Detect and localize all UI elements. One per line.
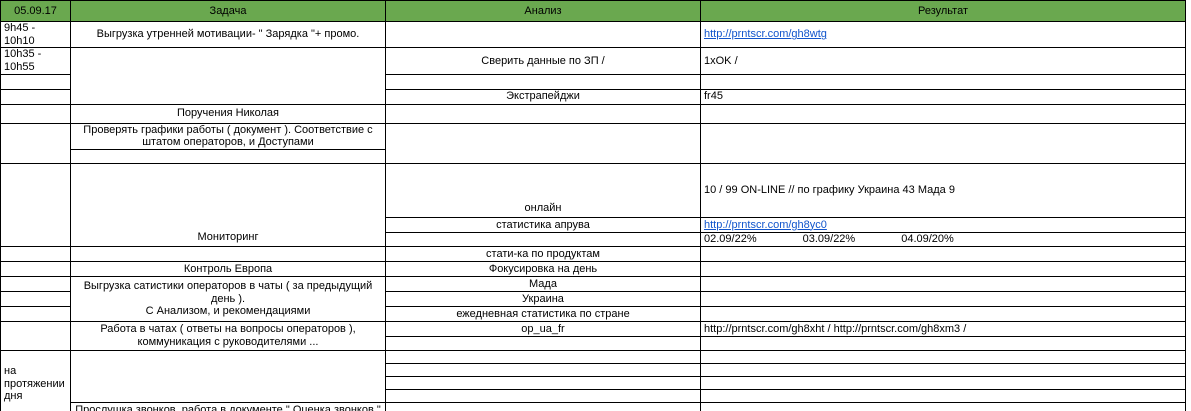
cell-time-block-1[interactable] bbox=[0, 122, 71, 164]
cell-time-5[interactable] bbox=[0, 103, 71, 124]
cell-analysis-approve-stats[interactable]: статистика апрува bbox=[385, 216, 701, 233]
table-row[interactable]: на протяжении дня bbox=[0, 349, 1186, 411]
cell-result-empty-7[interactable] bbox=[700, 290, 1186, 307]
table-header-row: 05.09.17 Задача Анализ Результат bbox=[0, 0, 1186, 22]
cell-result-link-gh8wtg[interactable]: http://prntscr.com/gh8wtg bbox=[700, 20, 1186, 49]
cell-task-call-listening[interactable]: Прослушка звонков, работа в документе " … bbox=[70, 401, 386, 411]
cell-result-link-gh8yc0[interactable]: http://prntscr.com/gh8yc0 bbox=[700, 216, 1186, 233]
cell-analysis-empty-6[interactable] bbox=[385, 335, 701, 351]
cell-result-online-block[interactable]: 10 / 99 ON-LINE // по графику Украина 43… bbox=[700, 162, 1186, 218]
table-row[interactable] bbox=[0, 73, 1186, 90]
cell-task-empty-block-2[interactable] bbox=[70, 148, 386, 164]
table-row[interactable]: 10h35 - 10h55 Сверить данные по ЗП / 1xO… bbox=[0, 47, 1186, 105]
table-row[interactable]: Прослушка звонков, работа в документе " … bbox=[1, 401, 1186, 411]
cell-task-empty-block-4[interactable] bbox=[70, 349, 386, 403]
cell-analysis-empty-9[interactable] bbox=[385, 375, 701, 390]
cell-result-empty-10[interactable] bbox=[700, 349, 1186, 364]
cell-time-7[interactable] bbox=[0, 260, 71, 277]
cell-time-3[interactable] bbox=[0, 73, 71, 90]
cell-result-ok-1x[interactable]: 1xOK / bbox=[700, 47, 1186, 75]
cell-result-empty-14[interactable] bbox=[700, 401, 1186, 411]
table-row[interactable]: Выгрузка сатистики операторов в чаты ( з… bbox=[0, 275, 1186, 322]
cell-task-unload-stats[interactable]: Выгрузка сатистики операторов в чаты ( з… bbox=[70, 275, 386, 322]
pct-0309: 03.09/22% bbox=[802, 233, 856, 246]
cell-result-empty-5[interactable] bbox=[700, 260, 1186, 277]
cell-analysis-op-ua-fr[interactable]: op_ua_fr bbox=[385, 320, 701, 337]
cell-result-empty-12[interactable] bbox=[700, 375, 1186, 390]
cell-time-6[interactable] bbox=[0, 245, 71, 262]
cell-result-empty-4[interactable] bbox=[700, 245, 1186, 262]
cell-task-control-europe[interactable]: Контроль Европа bbox=[70, 260, 386, 277]
cell-time-8[interactable] bbox=[0, 275, 71, 292]
cell-analysis-empty-4[interactable] bbox=[385, 122, 701, 164]
cell-analysis-mada[interactable]: Мада bbox=[385, 275, 701, 292]
column-header-analysis[interactable]: Анализ bbox=[385, 0, 701, 22]
cell-analysis-ukraine[interactable]: Украина bbox=[385, 290, 701, 307]
cell-result-two-links[interactable]: http://prntscr.com/gh8xht / http://prnts… bbox=[700, 320, 1186, 337]
cell-result-empty-1[interactable] bbox=[700, 73, 1186, 90]
cell-analysis-empty-2[interactable] bbox=[385, 73, 701, 90]
cell-analysis-focus-day[interactable]: Фокусировка на день bbox=[385, 260, 701, 277]
cell-analysis-empty-7[interactable] bbox=[385, 349, 701, 364]
table-row[interactable]: Поручения Николая bbox=[0, 103, 1186, 124]
cell-task-check-schedules[interactable]: Проверять графики работы ( документ ). С… bbox=[70, 122, 386, 150]
cell-analysis-empty-5[interactable] bbox=[385, 231, 701, 247]
cell-time-block-2[interactable] bbox=[0, 162, 71, 247]
cell-result-empty-8[interactable] bbox=[700, 305, 1186, 322]
cell-analysis-empty-3[interactable] bbox=[385, 103, 701, 124]
cell-analysis-empty-11[interactable] bbox=[385, 401, 701, 411]
cell-result-empty-2[interactable] bbox=[700, 103, 1186, 124]
pct-0209: 02.09/22% bbox=[704, 233, 757, 246]
cell-result-percentages[interactable]: 02.09/22% 03.09/22% 04.09/20% bbox=[700, 231, 1186, 247]
cell-task-empty-block-3[interactable] bbox=[70, 245, 386, 262]
cell-result-fr45[interactable]: fr45 bbox=[700, 88, 1186, 105]
result-link[interactable]: http://prntscr.com/gh8yc0 bbox=[704, 218, 827, 231]
table-row[interactable]: Контроль Европа Фокусировка на день bbox=[0, 260, 1186, 277]
column-header-date[interactable]: 05.09.17 bbox=[0, 0, 71, 22]
cell-analysis-extrapages[interactable]: Экстрапейджи bbox=[385, 88, 701, 105]
cell-time-block-3[interactable] bbox=[0, 320, 71, 351]
cell-task-morning-motivation[interactable]: Выгрузка утренней мотивации- " Зарядка "… bbox=[70, 20, 386, 49]
table-row[interactable] bbox=[1, 335, 1186, 351]
cell-result-empty-9[interactable] bbox=[700, 335, 1186, 351]
result-link[interactable]: http://prntscr.com/gh8wtg bbox=[704, 28, 827, 41]
table-row[interactable]: 9h45 - 10h10 Выгрузка утренней мотивации… bbox=[0, 20, 1186, 49]
cell-analysis-empty-8[interactable] bbox=[385, 362, 701, 377]
cell-time-9[interactable] bbox=[0, 290, 71, 307]
cell-analysis-reconcile-zp[interactable]: Сверить данные по ЗП / bbox=[385, 47, 701, 75]
cell-result-empty-11[interactable] bbox=[700, 362, 1186, 377]
table-row[interactable]: Украина bbox=[0, 290, 1186, 307]
table-row[interactable]: статистика апрува http://prntscr.com/gh8… bbox=[1, 216, 1186, 233]
cell-time-4[interactable] bbox=[0, 88, 71, 105]
table-row[interactable] bbox=[1, 362, 1186, 377]
cell-task-nikolay-errands[interactable]: Поручения Николая bbox=[70, 103, 386, 124]
table-row[interactable]: стати-ка по продуктам bbox=[0, 245, 1186, 262]
cell-time-day-long[interactable]: на протяжении дня bbox=[0, 349, 71, 411]
cell-result-empty-3[interactable] bbox=[700, 122, 1186, 164]
cell-task-empty-block-1[interactable] bbox=[70, 47, 386, 105]
cell-task-chat-work[interactable]: Работа в чатах ( ответы на вопросы опера… bbox=[70, 320, 386, 351]
cell-analysis-product-stats[interactable]: стати-ка по продуктам bbox=[385, 245, 701, 262]
table-row[interactable]: Мониторинг онлайн 10 / 99 ON-LINE // по … bbox=[0, 162, 1186, 247]
cell-analysis-daily-country-stats[interactable]: ежедневная статистика по стране bbox=[385, 305, 701, 322]
column-header-task[interactable]: Задача bbox=[70, 0, 386, 22]
cell-analysis-empty-1[interactable] bbox=[385, 20, 701, 49]
cell-analysis-empty-10[interactable] bbox=[385, 388, 701, 403]
cell-time-1[interactable]: 9h45 - 10h10 bbox=[0, 20, 71, 49]
time-day-long-text: на протяжении дня bbox=[4, 364, 65, 403]
cell-task-monitoring[interactable]: Мониторинг bbox=[70, 162, 386, 247]
column-header-result[interactable]: Результат bbox=[700, 0, 1186, 22]
cell-analysis-online[interactable]: онлайн bbox=[385, 162, 701, 218]
pct-0409: 04.09/20% bbox=[901, 233, 954, 246]
cell-result-empty-6[interactable] bbox=[700, 275, 1186, 292]
cell-result-empty-13[interactable] bbox=[700, 388, 1186, 403]
task-text: Выгрузка сатистики операторов в чаты ( з… bbox=[83, 279, 373, 318]
cell-time-2[interactable]: 10h35 - 10h55 bbox=[0, 47, 71, 75]
table-row[interactable]: Проверять графики работы ( документ ). С… bbox=[0, 122, 1186, 164]
cell-time-10[interactable] bbox=[0, 305, 71, 322]
table-row[interactable]: Работа в чатах ( ответы на вопросы опера… bbox=[0, 320, 1186, 351]
